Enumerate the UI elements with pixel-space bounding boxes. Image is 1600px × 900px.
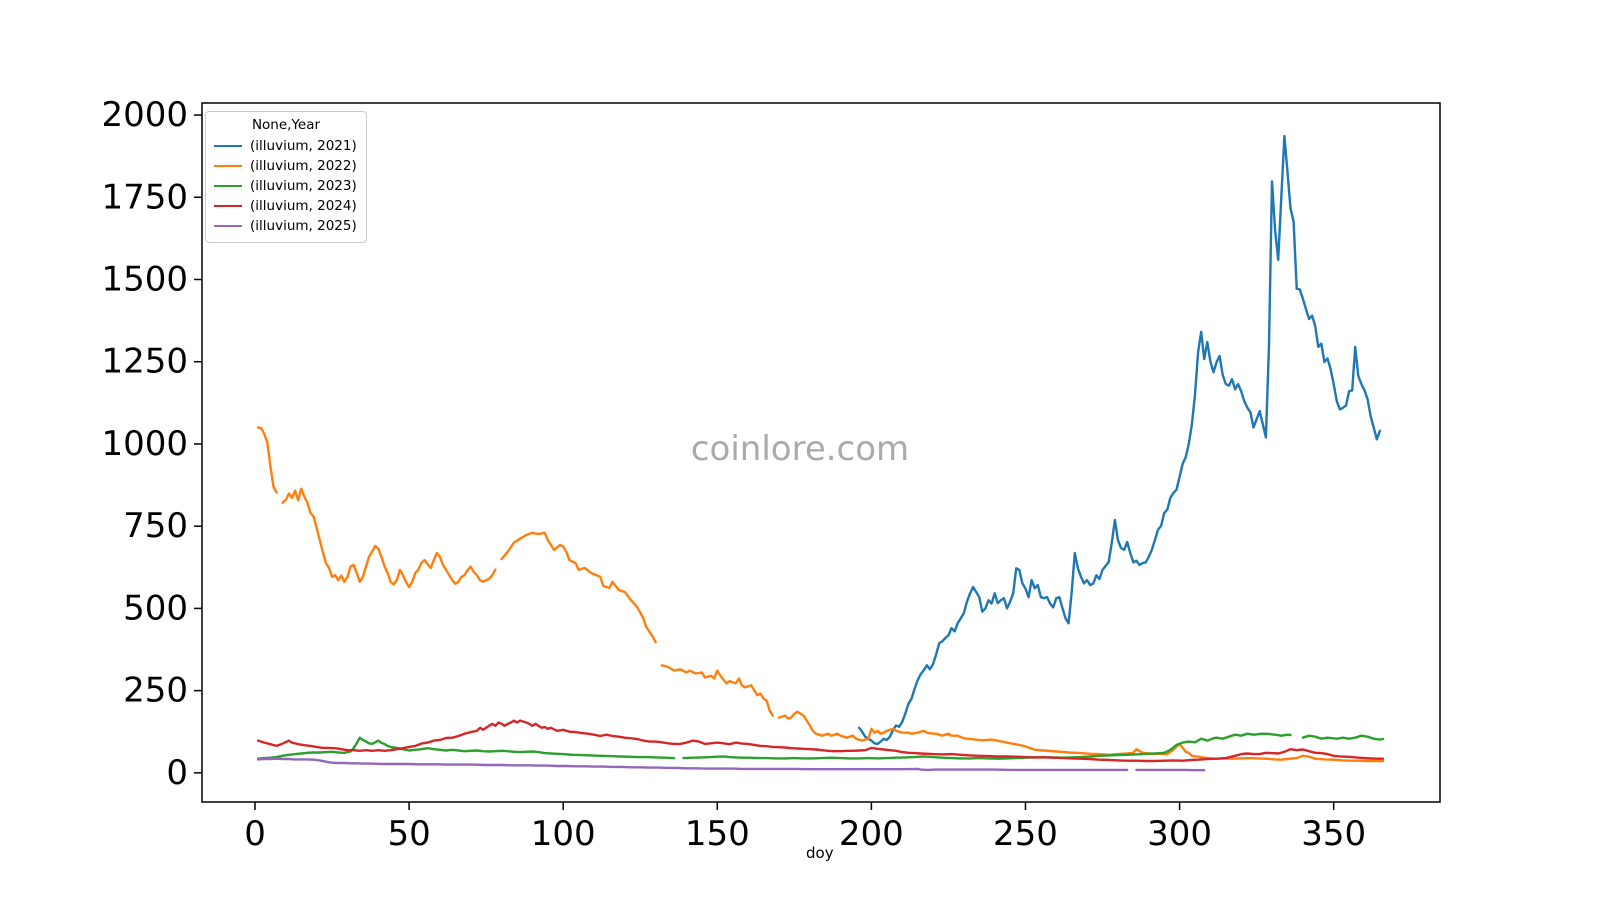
y-tick-label: 2000 (101, 95, 188, 135)
series-line-illuvium-2022 (660, 664, 774, 717)
axes-frame (201, 102, 1441, 803)
legend-entry-illuvium-2025: (illuvium, 2025) (214, 216, 358, 236)
y-tick-label: 250 (123, 671, 188, 711)
legend-entry-illuvium-2022: (illuvium, 2022) (214, 156, 358, 176)
legend-entries: (illuvium, 2021) (illuvium, 2022) (illuviu… (214, 136, 358, 236)
legend-entry-illuvium-2024: (illuvium, 2024) (214, 196, 358, 216)
series-line-illuvium-2022 (500, 531, 657, 644)
series-line-illuvium-2023 (1301, 734, 1385, 741)
x-tick-label: 300 (1147, 814, 1212, 854)
legend: None,Year (illuvium, 2021) (illuvium, 202… (205, 111, 367, 243)
x-tick-label: 150 (685, 814, 750, 854)
x-axis-label: doy (806, 844, 834, 862)
legend-entry-illuvium-2023: (illuvium, 2023) (214, 176, 358, 196)
x-tick-label: 250 (993, 814, 1058, 854)
y-tick-label: 1000 (101, 424, 188, 464)
y-tick-label: 500 (123, 588, 188, 628)
x-tick-label: 200 (839, 814, 904, 854)
legend-line-sample-illuvium-2022 (214, 165, 242, 167)
legend-label: (illuvium, 2025) (250, 218, 357, 234)
legend-line-sample-illuvium-2023 (214, 185, 242, 187)
legend-entry-illuvium-2021: (illuvium, 2021) (214, 136, 358, 156)
series-line-illuvium-2022 (777, 710, 1385, 763)
legend-line-sample-illuvium-2021 (214, 145, 242, 147)
series-line-illuvium-2024 (256, 719, 1385, 763)
x-tick-label: 100 (531, 814, 596, 854)
y-tick-label: 0 (166, 753, 188, 793)
legend-title: None,Year (251, 117, 321, 133)
legend-line-sample-illuvium-2024 (214, 205, 242, 207)
y-tick-label: 1250 (101, 342, 188, 382)
series-line-illuvium-2025 (256, 757, 1129, 772)
legend-label: (illuvium, 2021) (250, 138, 357, 154)
x-tick-label: 0 (244, 814, 266, 854)
y-tick-label: 1500 (101, 259, 188, 299)
series-line-illuvium-2022 (281, 487, 497, 589)
series-line-illuvium-2023 (682, 732, 1292, 760)
series-line-illuvium-2021 (857, 134, 1382, 746)
legend-label: (illuvium, 2023) (250, 178, 357, 194)
series-line-illuvium-2022 (256, 426, 278, 494)
legend-label: (illuvium, 2022) (250, 158, 357, 174)
x-tick-label: 50 (387, 814, 430, 854)
x-tick-label: 350 (1301, 814, 1366, 854)
y-tick-label: 750 (123, 506, 188, 546)
legend-label: (illuvium, 2024) (250, 198, 357, 214)
series-line-illuvium-2023 (256, 736, 676, 760)
y-tick-label: 1750 (101, 177, 188, 217)
legend-line-sample-illuvium-2025 (214, 225, 242, 227)
